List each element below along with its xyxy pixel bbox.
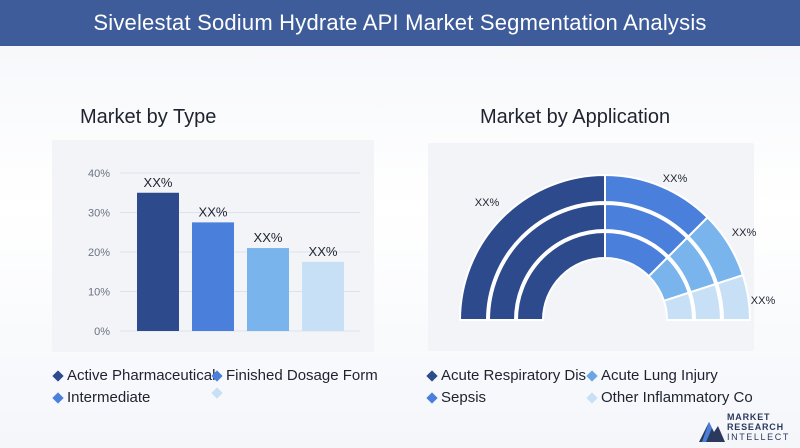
legend-label: Acute Lung Injury xyxy=(601,367,718,384)
type-legend-item-0: Active Pharmaceutical xyxy=(52,367,215,384)
bar-data-label: XX% xyxy=(254,230,283,245)
legend-diamond-icon xyxy=(586,369,598,382)
y-tick-label: 0% xyxy=(94,326,110,338)
slice-data-label: XX% xyxy=(751,295,776,307)
donut-slice xyxy=(689,282,723,321)
legend-label: Active Pharmaceutical xyxy=(67,367,216,384)
legend-diamond-icon xyxy=(426,369,438,382)
bar-data-label: XX% xyxy=(309,244,338,259)
legend-diamond-icon xyxy=(586,391,598,404)
slice-data-label: XX% xyxy=(663,173,688,185)
bar-data-label: XX% xyxy=(199,204,228,219)
legend-label: Finished Dosage Form xyxy=(226,367,378,384)
logo-line-2: RESEARCH xyxy=(727,422,784,432)
slice-data-label: XX% xyxy=(732,227,757,239)
legend-diamond-icon xyxy=(426,391,438,404)
logo-line-3: INTELLECT xyxy=(727,432,790,442)
application-legend-item-3: Other Inflammatory Co xyxy=(586,389,753,406)
type-legend-item-1: Finished Dosage Form xyxy=(211,367,378,384)
legend-label: Sepsis xyxy=(441,389,487,406)
type-section-title: Market by Type xyxy=(80,106,217,128)
bar-data-label: XX% xyxy=(144,175,173,190)
application-legend-item-2: Sepsis xyxy=(426,389,486,406)
bar xyxy=(247,248,289,331)
donut-slice xyxy=(662,291,695,321)
legend-label: Acute Respiratory Dis xyxy=(441,367,587,384)
bar xyxy=(137,192,179,331)
logo-mountain-icon xyxy=(699,422,725,442)
bar xyxy=(192,222,234,331)
y-tick-label: 30% xyxy=(88,208,110,220)
donut-slice xyxy=(715,273,752,321)
header-bar: Sivelestat Sodium Hydrate API Market Seg… xyxy=(0,0,800,46)
slice-data-label: XX% xyxy=(475,197,500,209)
bar xyxy=(302,261,344,331)
application-section-title: Market by Application xyxy=(480,106,671,128)
logo-line-1: MARKET xyxy=(727,412,771,422)
type-legend-item-2: Intermediate xyxy=(52,389,150,406)
page-title: Sivelestat Sodium Hydrate API Market Seg… xyxy=(93,10,707,35)
market-research-intellect-logo: MARKET RESEARCH INTELLECT xyxy=(697,410,797,446)
legend-label: Other Inflammatory Co xyxy=(601,389,753,406)
application-legend-item-1: Acute Lung Injury xyxy=(586,367,718,384)
y-tick-label: 10% xyxy=(88,287,110,299)
y-tick-label: 40% xyxy=(88,168,110,180)
logo-text: MARKET RESEARCH INTELLECT xyxy=(727,412,790,442)
y-tick-label: 20% xyxy=(88,247,110,259)
application-legend-item-0: Acute Respiratory Dis xyxy=(426,367,586,384)
legend-label: Intermediate xyxy=(67,389,151,406)
